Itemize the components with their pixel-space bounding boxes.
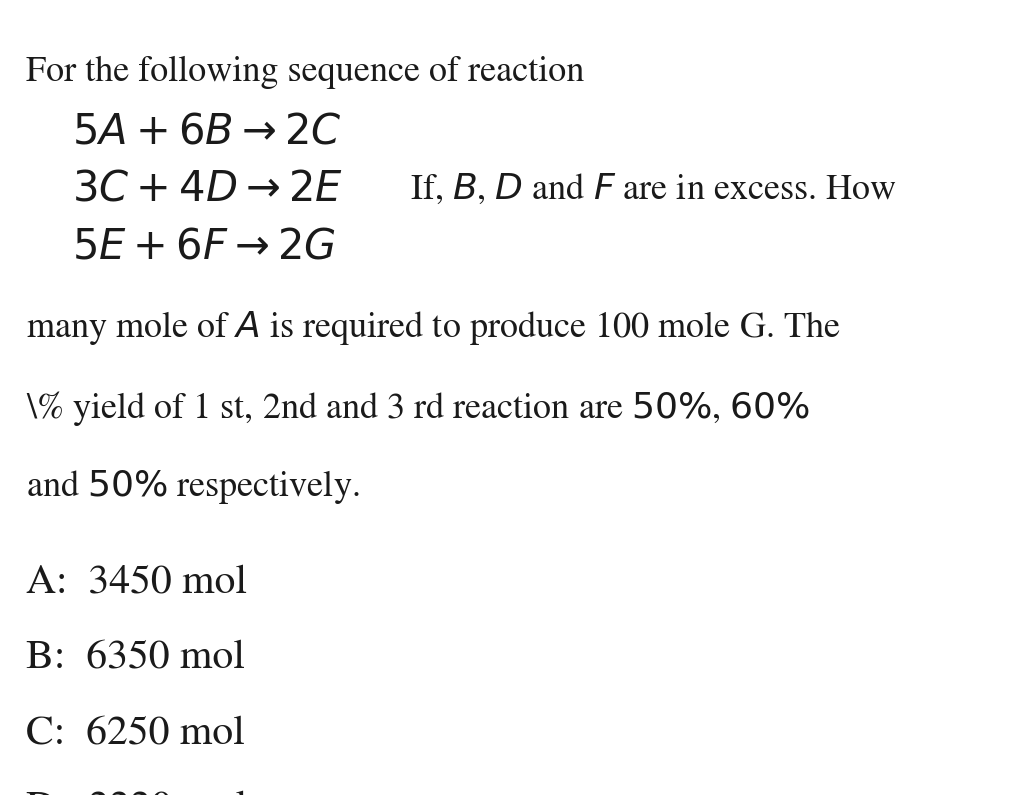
Text: B:  6350 mol: B: 6350 mol: [26, 639, 245, 677]
Text: C:  6250 mol: C: 6250 mol: [26, 715, 245, 752]
Text: many mole of $A$ is required to produce 100 mole G. The: many mole of $A$ is required to produce …: [26, 309, 840, 347]
Text: D:  2220 mol: D: 2220 mol: [26, 790, 247, 795]
Text: For the following sequence of reaction: For the following sequence of reaction: [26, 56, 584, 89]
Text: A:  3450 mol: A: 3450 mol: [26, 564, 247, 601]
Text: If, $B$, $D$ and $F$ are in excess. How: If, $B$, $D$ and $F$ are in excess. How: [410, 173, 896, 207]
Text: $5A+6B\rightarrow 2C$: $5A+6B\rightarrow 2C$: [72, 115, 341, 153]
Text: $5E+6F\rightarrow 2G$: $5E+6F\rightarrow 2G$: [72, 230, 336, 267]
Text: \% yield of 1 st, 2nd and 3 rd reaction are $50\%$, $60\%$: \% yield of 1 st, 2nd and 3 rd reaction …: [26, 389, 810, 428]
Text: and $50\%$ respectively.: and $50\%$ respectively.: [26, 468, 359, 506]
Text: $3C+4D\rightarrow 2E$: $3C+4D\rightarrow 2E$: [72, 173, 343, 210]
